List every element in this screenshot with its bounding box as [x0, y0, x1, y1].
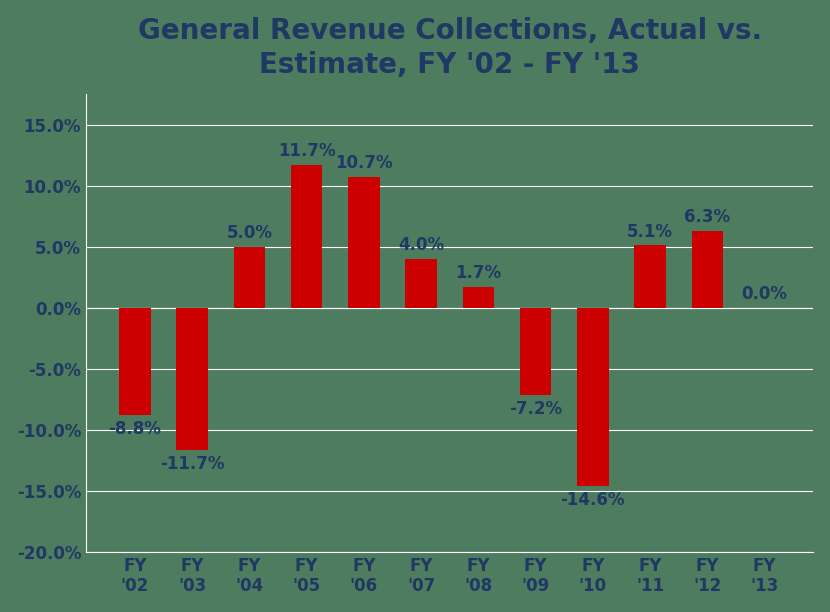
- Text: 5.1%: 5.1%: [627, 223, 673, 241]
- Bar: [290, 165, 322, 308]
- Text: 5.0%: 5.0%: [227, 224, 272, 242]
- Bar: [462, 287, 494, 308]
- Bar: [233, 247, 265, 308]
- Text: -11.7%: -11.7%: [160, 455, 224, 473]
- Bar: [176, 308, 208, 450]
- Text: -7.2%: -7.2%: [509, 400, 562, 419]
- Text: 4.0%: 4.0%: [398, 236, 444, 254]
- Bar: [691, 231, 723, 308]
- Text: -14.6%: -14.6%: [560, 491, 625, 509]
- Text: -8.8%: -8.8%: [109, 420, 161, 438]
- Bar: [405, 259, 437, 308]
- Text: 10.7%: 10.7%: [335, 154, 393, 172]
- Text: 1.7%: 1.7%: [455, 264, 501, 282]
- Text: 6.3%: 6.3%: [684, 208, 730, 226]
- Bar: [119, 308, 150, 415]
- Bar: [634, 245, 666, 308]
- Bar: [348, 177, 379, 308]
- Text: 11.7%: 11.7%: [278, 142, 335, 160]
- Text: 0.0%: 0.0%: [741, 285, 788, 303]
- Bar: [577, 308, 608, 486]
- Bar: [520, 308, 551, 395]
- Title: General Revenue Collections, Actual vs.
Estimate, FY '02 - FY '13: General Revenue Collections, Actual vs. …: [138, 17, 762, 80]
